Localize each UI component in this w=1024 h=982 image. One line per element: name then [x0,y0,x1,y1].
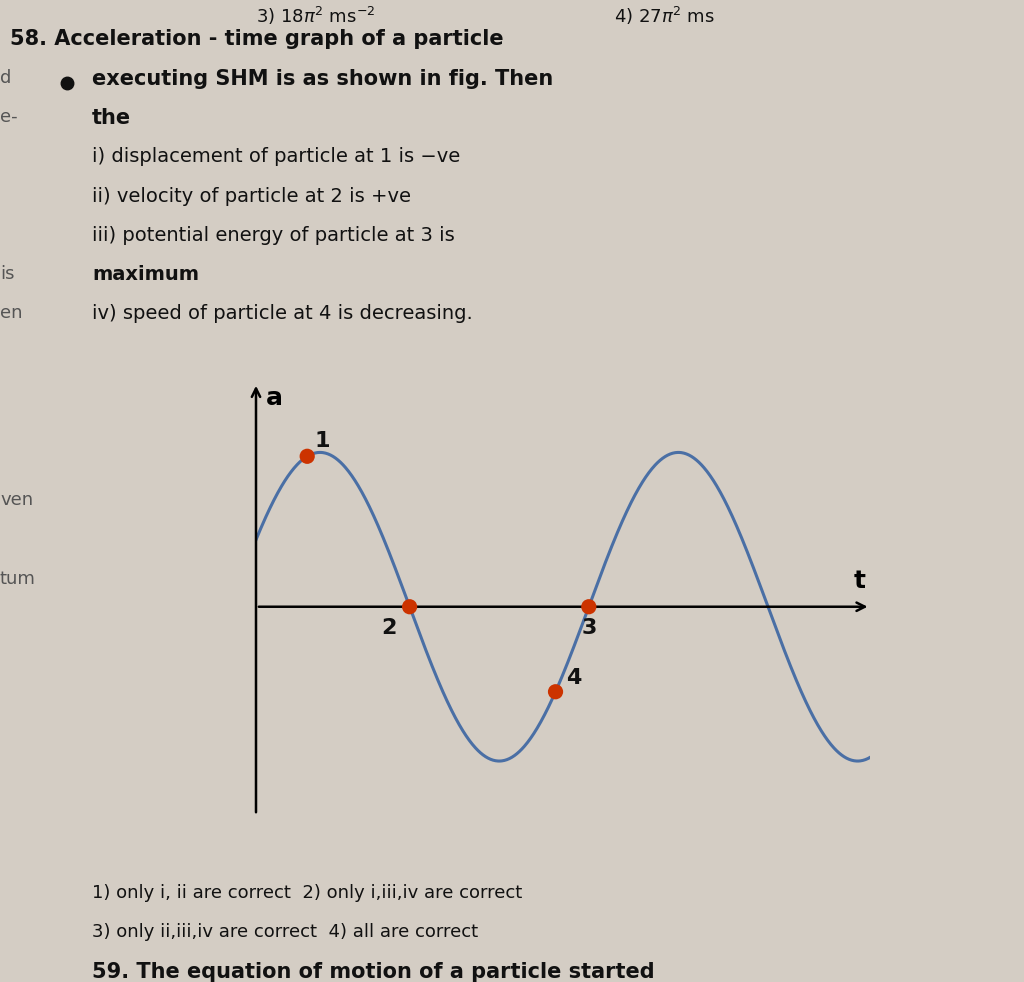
Point [581,599,597,615]
Text: 59. The equation of motion of a particle started: 59. The equation of motion of a particle… [92,962,654,982]
Text: the: the [92,108,131,128]
Text: 3) only ii,iii,iv are correct  4) all are correct: 3) only ii,iii,iv are correct 4) all are… [92,923,478,941]
Text: a: a [266,386,284,410]
Text: is: is [0,265,14,283]
Text: 58. Acceleration - time graph of a particle: 58. Acceleration - time graph of a parti… [10,29,504,49]
Point [401,599,418,615]
Text: ii) velocity of particle at 2 is +ve: ii) velocity of particle at 2 is +ve [92,187,412,205]
Point [547,683,563,699]
Point [299,449,315,464]
Text: e-: e- [0,108,17,126]
Text: en: en [0,304,23,322]
Text: executing SHM is as shown in fig. Then: executing SHM is as shown in fig. Then [92,69,553,88]
Text: t: t [853,569,865,593]
Text: ven: ven [0,491,33,509]
Text: 4: 4 [565,668,582,687]
Text: 3) $18\pi^2$ ms$^{-2}$: 3) $18\pi^2$ ms$^{-2}$ [256,5,376,27]
Text: iii) potential energy of particle at 3 is: iii) potential energy of particle at 3 i… [92,226,455,245]
Text: d: d [0,69,11,86]
Text: 3: 3 [581,619,597,638]
Text: i) displacement of particle at 1 is −ve: i) displacement of particle at 1 is −ve [92,147,461,166]
Text: 2: 2 [381,619,397,638]
Text: 1: 1 [314,431,331,451]
Text: 4) $27\pi^2$ ms: 4) $27\pi^2$ ms [614,5,716,27]
Text: tum: tum [0,570,36,587]
Text: maximum: maximum [92,265,199,284]
Text: 1) only i, ii are correct  2) only i,iii,iv are correct: 1) only i, ii are correct 2) only i,iii,… [92,884,522,901]
Text: iv) speed of particle at 4 is decreasing.: iv) speed of particle at 4 is decreasing… [92,304,473,323]
